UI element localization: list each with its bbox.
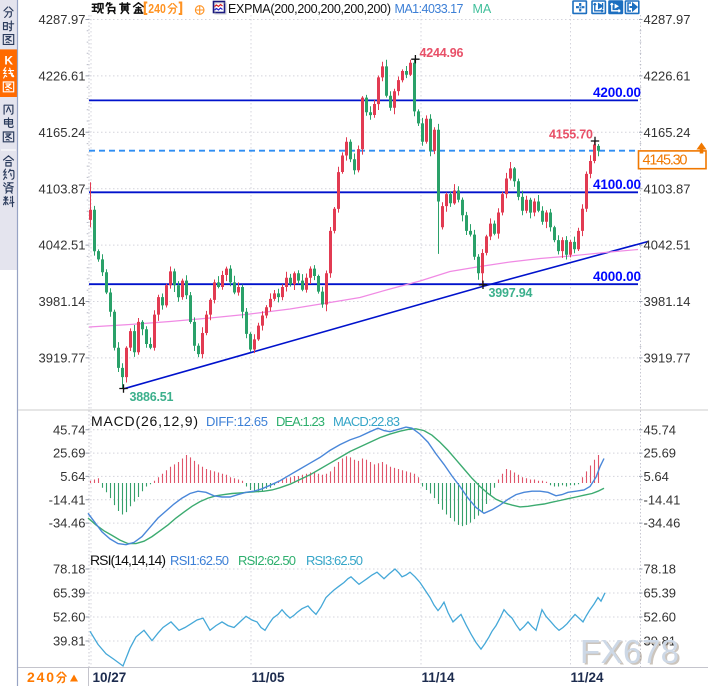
- svg-text:4226.61: 4226.61: [39, 69, 86, 84]
- svg-text:4287.97: 4287.97: [39, 12, 86, 27]
- svg-text:4287.97: 4287.97: [644, 12, 691, 27]
- svg-text:4103.87: 4103.87: [644, 181, 691, 196]
- svg-text:4103.87: 4103.87: [39, 181, 86, 196]
- svg-text:10/27: 10/27: [93, 670, 127, 685]
- svg-text:MACD(26,12,9): MACD(26,12,9): [91, 413, 198, 429]
- svg-text:3886.51: 3886.51: [130, 390, 174, 404]
- svg-text:4165.24: 4165.24: [39, 125, 86, 140]
- svg-text:MA: MA: [473, 2, 492, 16]
- svg-text:RSI1:62.50: RSI1:62.50: [170, 553, 229, 568]
- svg-text:DIFF:12.65: DIFF:12.65: [206, 414, 268, 429]
- svg-text:5.64: 5.64: [60, 469, 85, 484]
- svg-text:-14.41: -14.41: [49, 492, 86, 507]
- svg-text:4042.51: 4042.51: [39, 238, 86, 253]
- svg-text:25.69: 25.69: [644, 446, 677, 461]
- svg-text:-34.46: -34.46: [644, 516, 681, 531]
- svg-text:52.60: 52.60: [644, 610, 677, 625]
- svg-text:45.74: 45.74: [644, 422, 677, 437]
- svg-text:EXPMA(200,200,200,200,200): EXPMA(200,200,200,200,200): [228, 2, 391, 16]
- svg-text:52.60: 52.60: [53, 610, 86, 625]
- svg-text:4155.70: 4155.70: [549, 128, 593, 142]
- svg-text:DEA:1.23: DEA:1.23: [276, 414, 325, 429]
- svg-text:5.64: 5.64: [644, 469, 669, 484]
- svg-text:4042.51: 4042.51: [644, 238, 691, 253]
- svg-text:240: 240: [148, 1, 166, 16]
- svg-text:4244.96: 4244.96: [420, 46, 464, 60]
- svg-text:3919.77: 3919.77: [39, 351, 86, 366]
- svg-text:K: K: [4, 54, 13, 68]
- svg-text:45.74: 45.74: [53, 422, 86, 437]
- svg-text:FX678: FX678: [582, 635, 681, 672]
- svg-text:FX678: FX678: [580, 633, 679, 670]
- svg-text:240: 240: [27, 669, 54, 685]
- svg-text:4226.61: 4226.61: [644, 69, 691, 84]
- svg-text:4100.00: 4100.00: [593, 177, 641, 192]
- svg-text:RSI(14,14,14): RSI(14,14,14): [90, 552, 166, 568]
- svg-text:4145.30: 4145.30: [643, 153, 688, 169]
- svg-text:3981.14: 3981.14: [644, 294, 691, 309]
- svg-text:39.81: 39.81: [53, 634, 86, 649]
- svg-text:RSI2:62.50: RSI2:62.50: [238, 553, 296, 568]
- svg-text:78.18: 78.18: [644, 562, 677, 577]
- svg-text:11/24: 11/24: [571, 670, 605, 685]
- svg-text:65.39: 65.39: [53, 586, 86, 601]
- svg-text:3981.14: 3981.14: [39, 294, 86, 309]
- svg-text:4200.00: 4200.00: [593, 85, 641, 100]
- svg-text:3919.77: 3919.77: [644, 351, 691, 366]
- svg-text:3997.94: 3997.94: [489, 286, 533, 300]
- svg-text:65.39: 65.39: [644, 586, 677, 601]
- svg-text:-14.41: -14.41: [644, 492, 681, 507]
- svg-text:11/14: 11/14: [422, 670, 456, 685]
- svg-text:25.69: 25.69: [53, 446, 86, 461]
- svg-text:MA1:4033.17: MA1:4033.17: [395, 2, 464, 16]
- svg-text:4000.00: 4000.00: [593, 269, 641, 284]
- svg-text:11/05: 11/05: [252, 670, 286, 685]
- svg-text:78.18: 78.18: [53, 562, 86, 577]
- svg-text:-34.46: -34.46: [49, 516, 86, 531]
- svg-text:MACD:22.83: MACD:22.83: [333, 414, 400, 429]
- svg-text:4165.24: 4165.24: [644, 125, 691, 140]
- svg-text:RSI3:62.50: RSI3:62.50: [306, 553, 363, 568]
- svg-text:39.81: 39.81: [644, 634, 677, 649]
